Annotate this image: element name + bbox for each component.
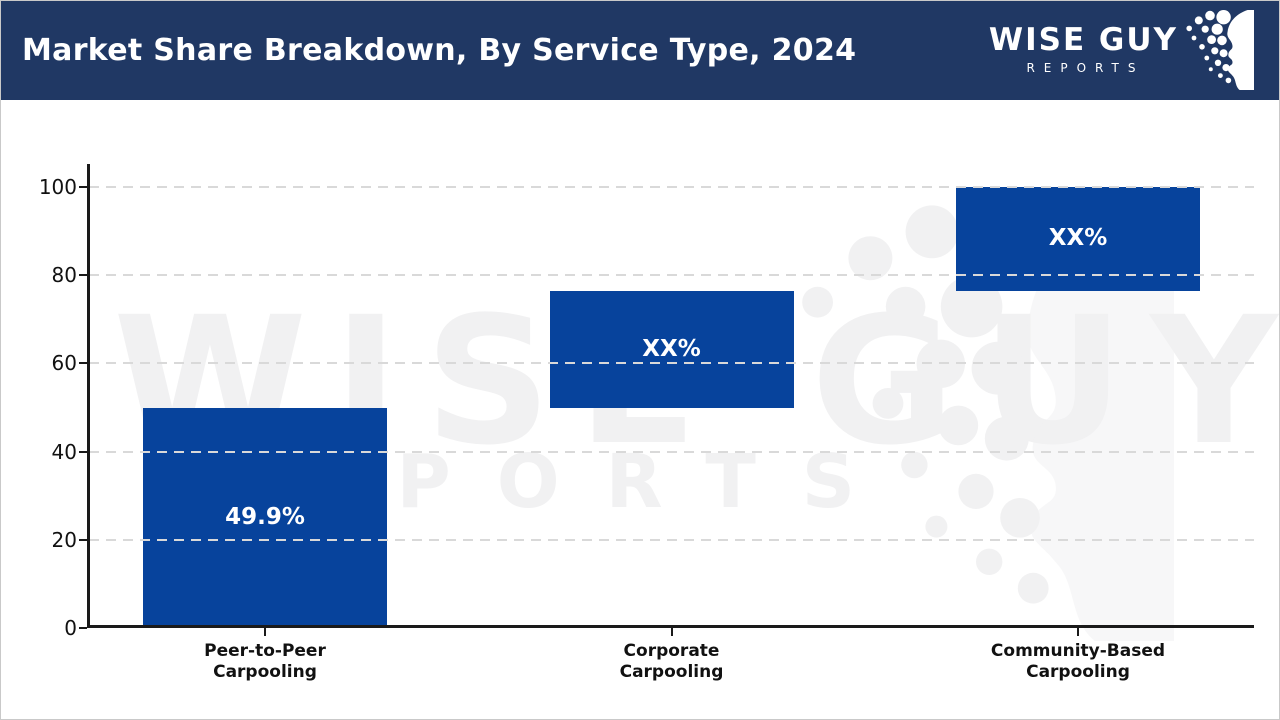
page-title: Market Share Breakdown, By Service Type,… [22,32,857,68]
y-tick-mark-80 [79,274,87,277]
bar-2 [549,291,794,408]
x-category-label-3: Community-Based Carpooling [990,641,1166,682]
x-tick-mark-2 [670,628,673,636]
x-category-label-1: Peer-to-Peer Carpooling [204,641,326,682]
x-tick-mark-3 [1077,628,1079,636]
x-axis-line [87,625,1254,628]
y-tick-mark-0 [79,627,87,629]
brand-logo-line1: WISE GUY [988,22,1178,58]
bar-value-label: XX% [1048,225,1108,252]
y-axis-line [87,163,90,628]
grid-line-100 [89,186,1254,188]
bar-1 [143,407,387,628]
bar-3 [956,187,1200,292]
brand-logo: WISE GUY REPORTS [989,10,1254,90]
bar-value-label: 49.9% [225,503,305,530]
brand-logo-line2: REPORTS [1026,61,1145,75]
y-tick-mark-20 [79,538,87,541]
y-tick-mark-100 [79,186,87,188]
header-band: Market Share Breakdown, By Service Type,… [1,1,1279,100]
y-tick-label-60: 60 [51,351,77,376]
y-tick-label-20: 20 [51,527,77,552]
watermark-face-icon [802,201,1174,641]
grid-line-20 [89,538,1254,541]
logo-face-icon [1186,10,1254,90]
brand-logo-text: WISE GUY REPORTS [988,22,1178,76]
grid-line-40 [89,450,1254,453]
bar-value-label: XX% [642,335,701,362]
grid-line-60 [89,362,1254,365]
y-tick-mark-60 [79,362,87,365]
x-category-label-2: Corporate Carpooling [619,641,724,682]
grid-line-80 [89,274,1254,277]
y-tick-mark-40 [79,450,87,453]
y-tick-label-80: 80 [51,263,77,288]
y-tick-label-0: 0 [64,616,77,640]
y-tick-label-40: 40 [51,439,77,464]
x-tick-mark-1 [264,628,266,636]
y-tick-label-100: 100 [38,175,77,199]
